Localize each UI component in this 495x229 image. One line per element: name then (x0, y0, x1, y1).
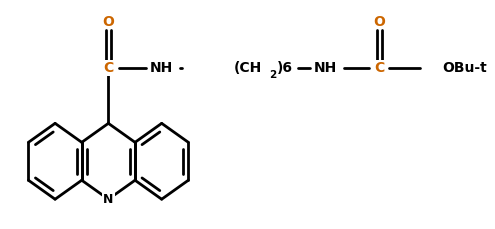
Text: 2: 2 (269, 70, 276, 80)
Text: C: C (374, 61, 384, 75)
Text: C: C (103, 61, 113, 75)
Text: OBu-t: OBu-t (443, 61, 488, 75)
Text: )6: )6 (277, 61, 293, 75)
Text: N: N (103, 193, 113, 206)
Text: O: O (373, 15, 385, 29)
Text: (CH: (CH (234, 61, 262, 75)
Text: NH: NH (314, 61, 338, 75)
Text: NH: NH (150, 61, 173, 75)
Text: O: O (102, 15, 114, 29)
